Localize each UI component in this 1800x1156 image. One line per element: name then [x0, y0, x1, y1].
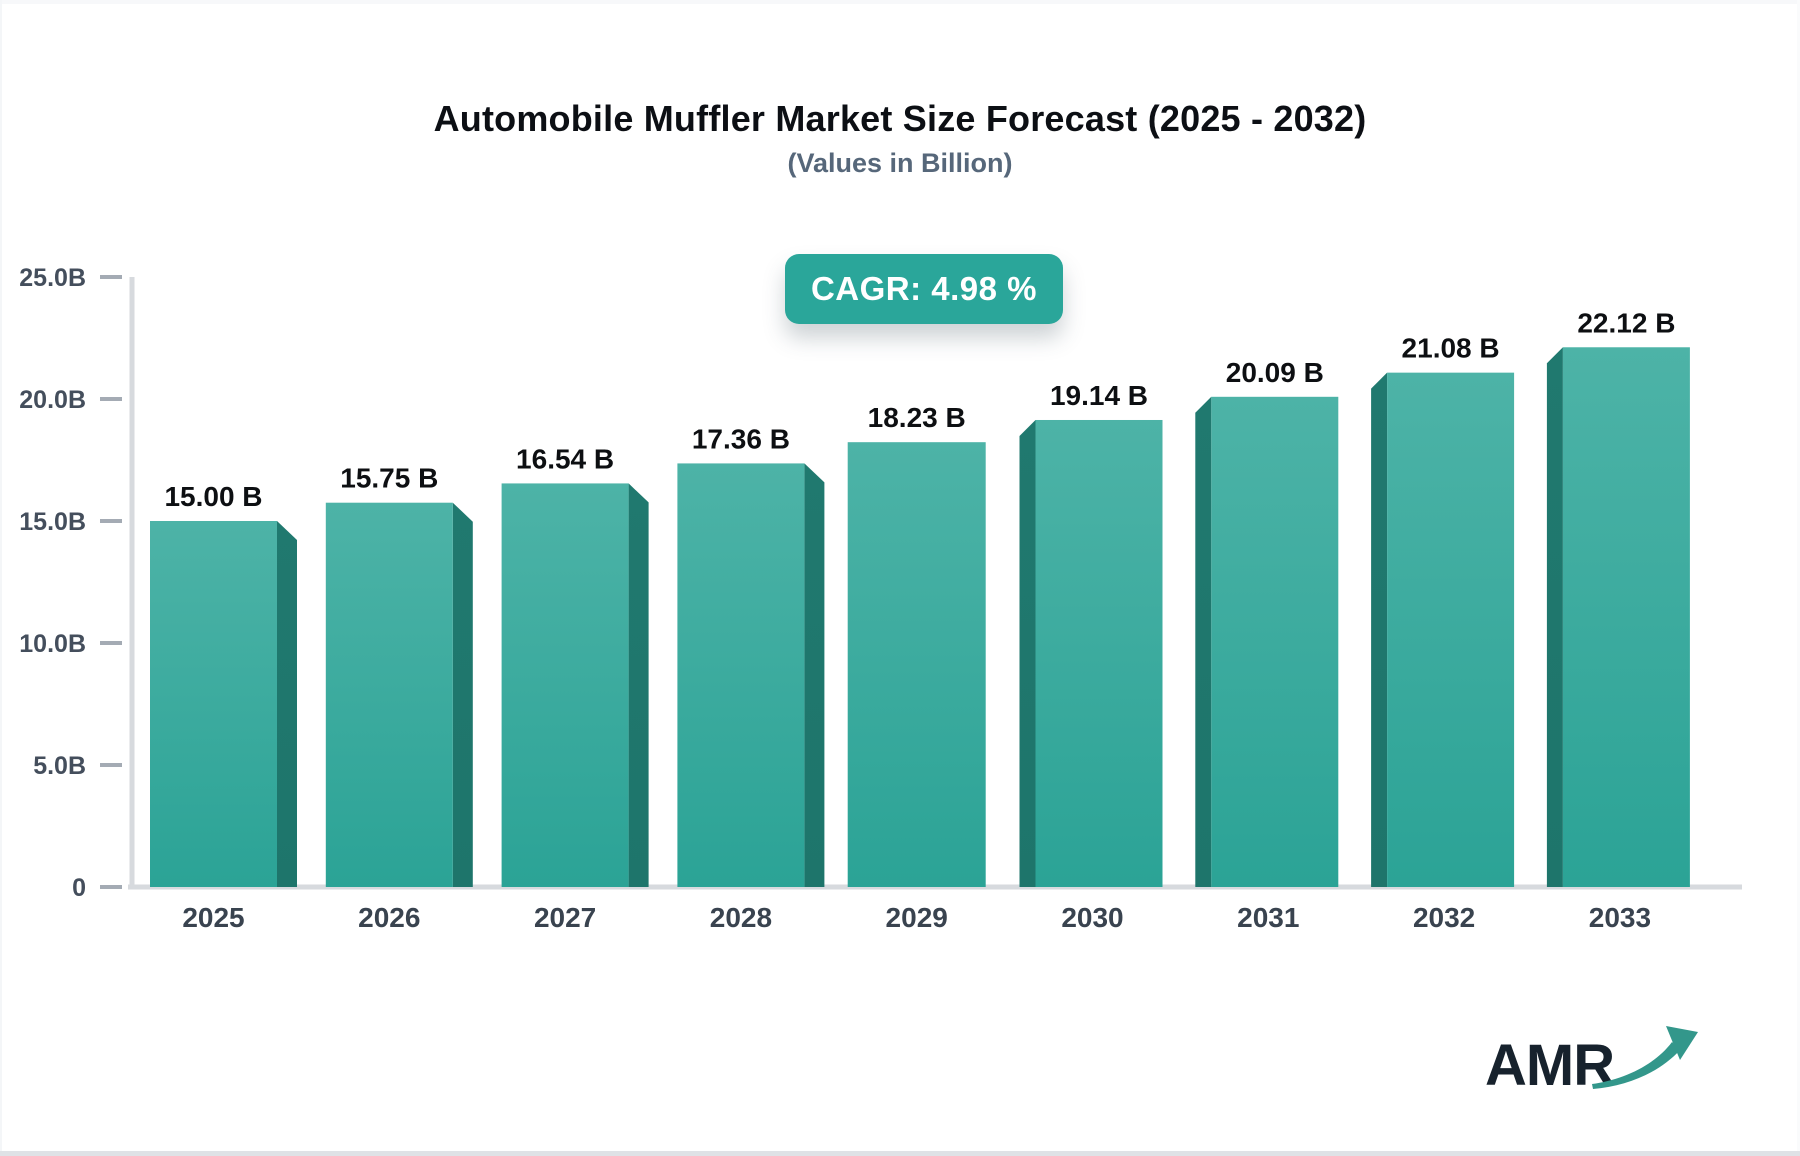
y-axis-tick-label: 5.0B — [33, 752, 86, 780]
bar-2029[interactable]: 18.23 B 2029 — [847, 402, 986, 933]
bar-side-face — [452, 502, 473, 887]
x-axis-category-label: 2029 — [886, 902, 948, 933]
bar-value-label: 20.09 B — [1226, 357, 1324, 388]
amr-logo: AMR — [1485, 1018, 1700, 1110]
bar-side-face — [804, 463, 825, 887]
cagr-badge: CAGR: 4.98 % — [785, 254, 1063, 324]
growth-arrow-icon — [1592, 1026, 1698, 1089]
x-axis-category-label: 2025 — [182, 902, 244, 933]
x-axis-category-label: 2030 — [1061, 902, 1123, 933]
page-right-edge — [1797, 0, 1800, 1156]
bar-front-face — [1387, 372, 1515, 887]
bar-2033[interactable]: 22.12 B 2033 — [1546, 307, 1690, 933]
bar-value-label: 16.54 B — [516, 443, 614, 474]
bar-2025[interactable]: 15.00 B 2025 — [150, 481, 297, 933]
page-bottom-edge — [0, 1151, 1800, 1156]
bar-front-face — [325, 502, 453, 887]
bar-2031[interactable]: 20.09 B 2031 — [1195, 357, 1339, 933]
bar-front-face — [1035, 419, 1163, 887]
page-top-edge — [0, 0, 1800, 4]
x-axis-category-label: 2027 — [534, 902, 596, 933]
bar-side-face — [1546, 347, 1563, 888]
bar-2030[interactable]: 19.14 B 2030 — [1019, 380, 1163, 933]
bar-side-face — [1019, 419, 1036, 887]
bar-side-face — [277, 521, 297, 887]
y-axis-tick-label: 20.0B — [19, 386, 86, 414]
bar-side-face — [628, 483, 649, 887]
bar-value-label: 15.75 B — [340, 463, 438, 494]
bar-front-face — [1211, 396, 1339, 887]
bar-value-label: 17.36 B — [692, 423, 790, 454]
bar-side-face — [1195, 396, 1212, 887]
chart-subtitle: (Values in Billion) — [787, 148, 1013, 178]
bar-front-face — [501, 483, 629, 887]
bar-value-label: 21.08 B — [1402, 333, 1500, 364]
bar-value-label: 18.23 B — [868, 402, 966, 433]
bar-front-face — [150, 521, 277, 887]
x-axis-category-label: 2026 — [358, 902, 420, 933]
bar-side-face — [1371, 372, 1388, 887]
bar-value-label: 22.12 B — [1577, 307, 1675, 338]
bar-value-label: 19.14 B — [1050, 380, 1148, 411]
bar-value-label: 15.00 B — [164, 481, 262, 512]
bar-2026[interactable]: 15.75 B 2026 — [325, 463, 473, 933]
x-axis-category-label: 2028 — [710, 902, 772, 933]
bar-front-face — [677, 463, 805, 887]
x-axis-category-label: 2033 — [1589, 902, 1651, 933]
chart-title: Automobile Muffler Market Size Forecast … — [433, 98, 1367, 139]
y-axis-tick-label: 25.0B — [19, 264, 86, 292]
x-axis-category-label: 2031 — [1237, 902, 1299, 933]
y-axis-tick-label: 15.0B — [19, 508, 86, 536]
y-axis-tick-label: 0 — [72, 874, 86, 902]
bar-2032[interactable]: 21.08 B 2032 — [1371, 333, 1515, 933]
bar-front-face — [1562, 347, 1690, 888]
bar-front-face — [847, 442, 986, 887]
x-axis-category-label: 2032 — [1413, 902, 1475, 933]
bar-2028[interactable]: 17.36 B 2028 — [677, 423, 825, 933]
page-left-edge — [0, 0, 2, 1156]
bar-2027[interactable]: 16.54 B 2027 — [501, 443, 649, 933]
y-axis-tick-label: 10.0B — [19, 630, 86, 658]
